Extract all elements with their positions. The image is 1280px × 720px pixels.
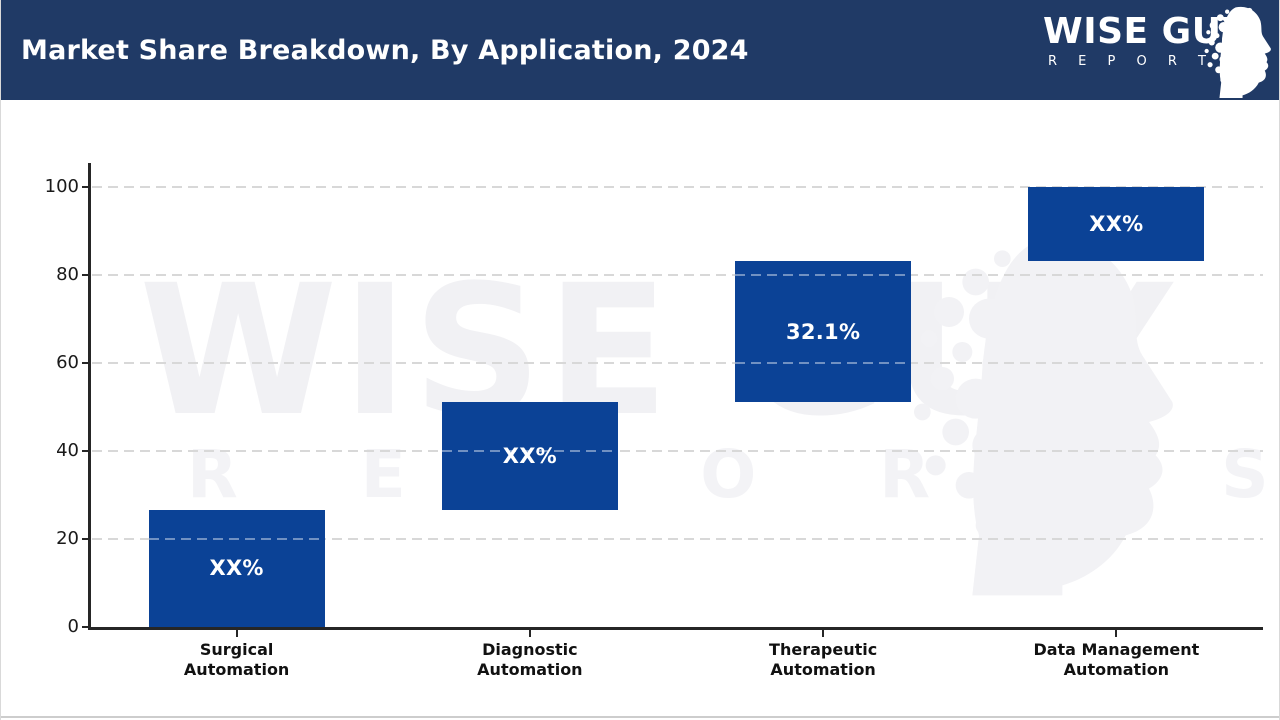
x-tick — [528, 630, 531, 637]
y-tick — [82, 274, 90, 276]
bar-value-label: XX% — [209, 556, 264, 581]
gridline-y80 — [92, 274, 1263, 276]
gridline-y40 — [92, 450, 1263, 452]
x-tick — [1115, 630, 1118, 637]
y-tick — [82, 450, 90, 452]
y-tick — [82, 538, 90, 540]
gridline-over-bar — [735, 273, 912, 276]
category-label: Surgical Automation — [183, 640, 290, 679]
gridline-y20 — [92, 538, 1263, 540]
logo-wordmark: WISE GUY — [1043, 11, 1249, 52]
page-title: Market Share Breakdown, By Application, … — [21, 34, 749, 66]
header-bar: Market Share Breakdown, By Application, … — [1, 0, 1279, 100]
gridline-y60 — [92, 362, 1263, 364]
gridline-over-bar — [148, 537, 325, 540]
gridline-over-bar — [735, 361, 912, 364]
y-tick-label: 100 — [44, 176, 79, 197]
bar-value-label: XX% — [1089, 211, 1144, 236]
bottom-divider — [1, 716, 1279, 718]
y-tick-label: 60 — [56, 352, 79, 373]
y-tick-label: 40 — [56, 440, 79, 461]
category-label: Data Management Automation — [1033, 640, 1200, 679]
bar-segment: XX% — [148, 509, 325, 627]
x-tick — [235, 630, 238, 637]
y-tick — [82, 186, 90, 188]
gridline-y100 — [92, 186, 1263, 188]
y-tick — [82, 626, 90, 628]
y-tick-label: 80 — [56, 264, 79, 285]
category-label: Therapeutic Automation — [769, 640, 878, 679]
bar-segment: XX% — [1028, 187, 1205, 261]
wise-guy-logo: WISE GUY R E P O R T S — [1043, 10, 1249, 70]
bar-segment: XX% — [441, 402, 618, 510]
x-tick — [822, 630, 825, 637]
logo-subtext: R E P O R T S — [1048, 54, 1244, 70]
bar-value-label: XX% — [502, 444, 558, 469]
bar-value-label: 32.1% — [785, 319, 861, 344]
gridline-over-bar — [441, 449, 618, 452]
logo-head-icon — [1204, 6, 1271, 98]
y-axis-line — [88, 163, 91, 629]
y-tick — [82, 362, 90, 364]
x-axis-line — [88, 627, 1263, 630]
bar-segment: 32.1% — [735, 260, 912, 403]
watermark-head-icon — [914, 239, 1173, 596]
y-tick-label: 20 — [56, 528, 79, 549]
category-label: Diagnostic Automation — [477, 640, 583, 679]
y-tick-label: 0 — [67, 616, 79, 637]
